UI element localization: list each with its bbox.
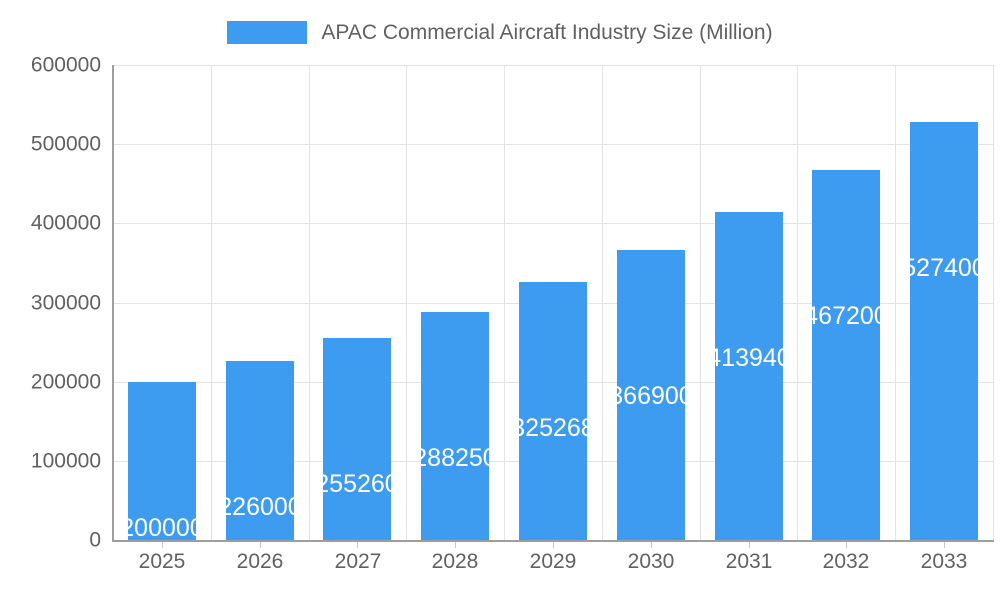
x-axis-tick-label: 2025 xyxy=(138,550,186,573)
plot-area: 2000002260002552602882503252683669004139… xyxy=(31,55,994,572)
legend-color-swatch[interactable] xyxy=(227,20,308,44)
y-axis-tick-label: 0 xyxy=(89,528,101,552)
x-axis-tick-label: 2027 xyxy=(334,550,382,573)
y-axis-ticks: 0 100000 200000 300000 400000 500000 600000 xyxy=(31,55,993,551)
gridline-vertical xyxy=(504,65,505,540)
gridline-vertical xyxy=(895,65,896,540)
x-axis-tick-mark xyxy=(455,541,456,548)
gridline-vertical xyxy=(406,65,407,540)
chart-legend: APAC Commercial Aircraft Industry Size (… xyxy=(0,14,1000,50)
x-axis-tick-label: 2030 xyxy=(627,550,675,573)
x-axis-tick-label: 2028 xyxy=(431,550,479,573)
bar[interactable]: 366900 xyxy=(617,250,685,540)
x-axis-tick-mark xyxy=(749,541,750,548)
x-axis-tick-mark xyxy=(944,541,945,548)
gridline-vertical xyxy=(602,65,603,540)
y-axis-tick-label: 100000 xyxy=(30,449,101,473)
gridline-vertical xyxy=(309,65,310,540)
x-axis-tick-label: 2026 xyxy=(236,550,284,573)
x-axis-tick-mark xyxy=(553,541,554,548)
y-axis-tick-label: 600000 xyxy=(30,53,101,77)
legend-label: APAC Commercial Aircraft Industry Size (… xyxy=(321,20,773,44)
gridline-horizontal xyxy=(113,144,993,146)
x-axis-tick-label: 2033 xyxy=(920,550,968,573)
y-axis-tick-label: 200000 xyxy=(30,370,101,394)
gridline-vertical xyxy=(797,65,798,540)
gridline-vertical xyxy=(993,65,994,540)
gridline-vertical xyxy=(211,65,212,540)
y-axis-tick-label: 400000 xyxy=(30,211,101,235)
y-axis-tick-label: 300000 xyxy=(30,291,101,314)
y-axis-tick-label: 500000 xyxy=(30,132,101,156)
gridline-horizontal xyxy=(113,65,993,66)
bar[interactable]: 467200 xyxy=(812,170,880,540)
x-axis-tick-label: 2032 xyxy=(822,550,870,573)
y-axis-line xyxy=(112,65,114,541)
x-axis-tick-mark xyxy=(846,541,847,548)
x-axis-line xyxy=(112,540,994,542)
gridline-vertical xyxy=(700,65,701,540)
x-axis-tick-mark xyxy=(357,541,358,548)
x-axis-tick-mark xyxy=(651,541,652,548)
x-axis-tick-mark xyxy=(162,541,163,548)
x-axis-tick-mark xyxy=(260,541,261,548)
x-axis-tick-label: 2031 xyxy=(725,550,773,573)
gridline-horizontal xyxy=(113,223,993,225)
x-axis-tick-label: 2029 xyxy=(529,550,577,573)
